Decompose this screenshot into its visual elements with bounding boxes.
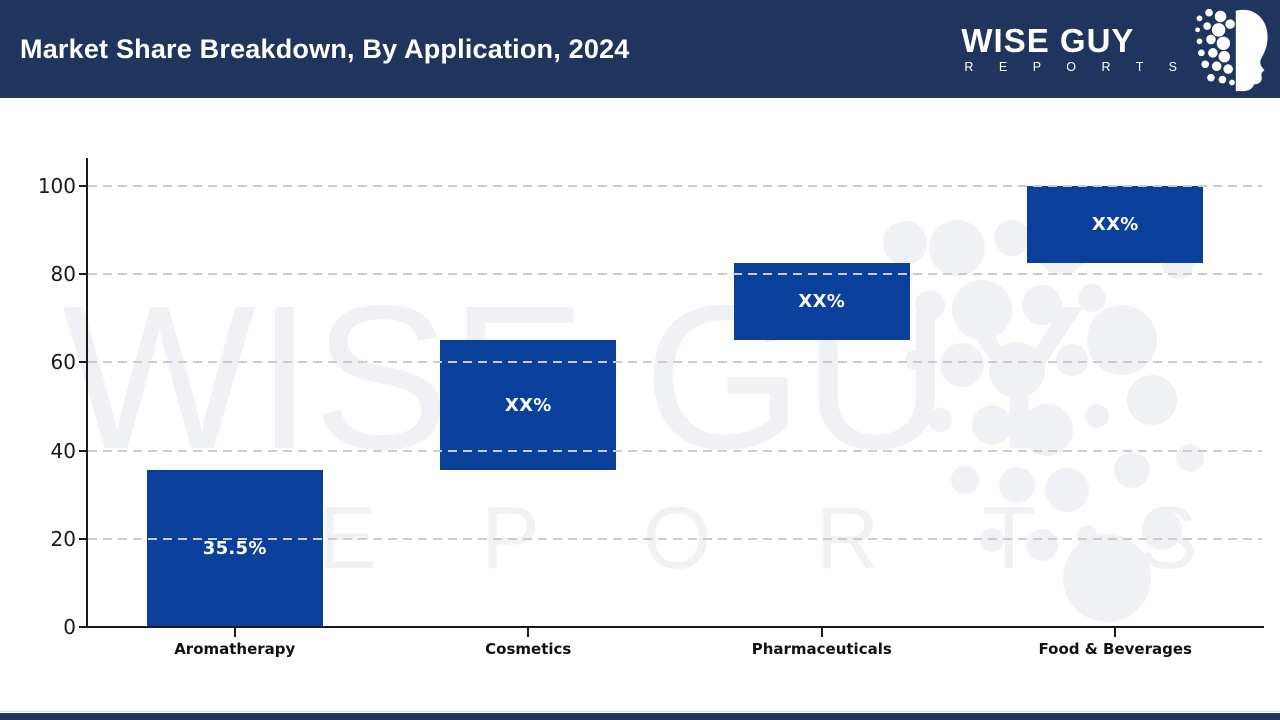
gridline <box>88 537 1262 540</box>
header-banner: Market Share Breakdown, By Application, … <box>0 0 1280 98</box>
chart-title: Market Share Breakdown, By Application, … <box>20 33 630 64</box>
y-tick-label: 40 <box>50 438 76 463</box>
category-label: Pharmaceuticals <box>751 640 892 658</box>
footer-hairline <box>0 711 1280 712</box>
y-axis-line <box>86 158 88 628</box>
logo-dotted-face-icon <box>1195 8 1268 92</box>
gridline <box>88 273 1262 276</box>
y-tick-label: 60 <box>50 350 76 375</box>
bar: XX% <box>733 263 910 341</box>
gridline <box>88 361 1262 364</box>
bar-value-label: 35.5% <box>202 538 267 560</box>
y-tick-label: 80 <box>50 262 76 287</box>
y-axis-tick <box>79 185 87 187</box>
bar-value-label: XX% <box>798 291 846 313</box>
bar-value-label: XX% <box>1091 214 1139 236</box>
wiseguy-logo: WISE GUY R E P O R T S <box>961 0 1274 98</box>
category-label: Cosmetics <box>485 640 572 658</box>
watermark-reports-text: R E P O R T S <box>150 488 1237 587</box>
y-tick-label: 0 <box>63 615 76 639</box>
bar: XX% <box>1027 186 1204 264</box>
x-axis-tick <box>527 628 530 637</box>
logo-reports-label: R E P O R T S <box>964 60 1188 75</box>
y-axis-tick <box>79 626 87 628</box>
y-axis-tick <box>79 273 87 276</box>
footer-bar <box>0 713 1280 720</box>
x-axis-tick <box>820 628 823 637</box>
y-axis-tick <box>79 449 87 452</box>
y-tick-label: 100 <box>37 174 76 198</box>
category-label: Food & Beverages <box>1038 640 1192 658</box>
logo-text: WISE GUY R E P O R T S <box>961 24 1188 74</box>
bar-value-label: XX% <box>504 394 552 416</box>
bar: 35.5% <box>146 470 323 627</box>
category-label: Aromatherapy <box>174 640 296 658</box>
x-axis-tick <box>233 628 236 637</box>
logo-wiseguy-label: WISE GUY <box>961 22 1135 60</box>
y-tick-label: 20 <box>50 526 76 551</box>
x-axis-line <box>86 626 1264 628</box>
gridline <box>88 449 1262 452</box>
y-axis-tick <box>79 537 87 540</box>
x-axis-tick <box>1114 628 1117 637</box>
gridline <box>88 185 1262 187</box>
y-axis-tick <box>79 361 87 364</box>
